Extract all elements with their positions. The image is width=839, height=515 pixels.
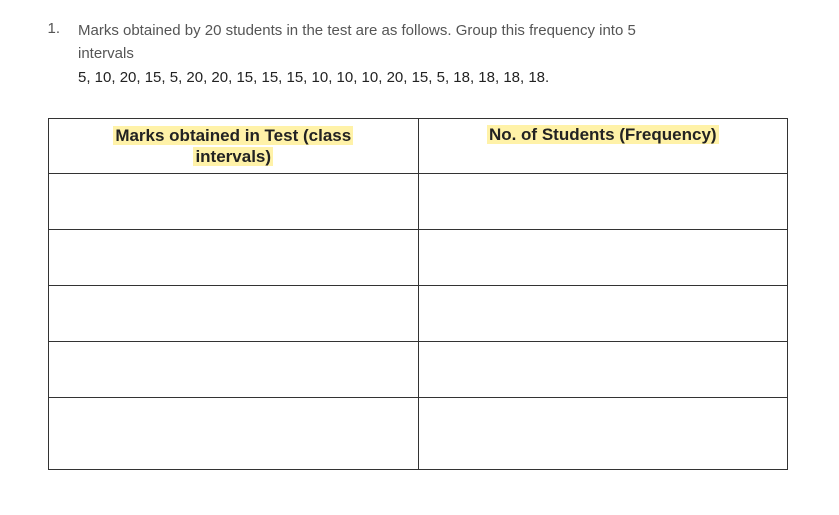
table-header-frequency: No. of Students (Frequency) <box>418 118 788 174</box>
question-number: 1. <box>40 20 60 37</box>
table-cell-frequency <box>418 342 788 398</box>
frequency-table: Marks obtained in Test (class intervals)… <box>48 118 788 471</box>
table-row <box>49 342 788 398</box>
table-cell-interval <box>49 342 419 398</box>
table-header-class-intervals: Marks obtained in Test (class intervals) <box>49 118 419 174</box>
table-row <box>49 230 788 286</box>
header-col1-line1: Marks obtained in Test (class <box>113 126 353 145</box>
table-row <box>49 174 788 230</box>
table-header-row: Marks obtained in Test (class intervals)… <box>49 118 788 174</box>
question-text: Marks obtained by 20 students in the tes… <box>78 20 799 43</box>
question-wrapper: 1. Marks obtained by 20 students in the … <box>40 20 799 90</box>
table-cell-frequency <box>418 230 788 286</box>
table-cell-frequency <box>418 174 788 230</box>
table-cell-interval <box>49 286 419 342</box>
header-col2-text: No. of Students (Frequency) <box>487 125 719 144</box>
table-cell-frequency <box>418 398 788 470</box>
table-row <box>49 398 788 470</box>
table-cell-interval <box>49 398 419 470</box>
question-data-values: 5, 10, 20, 15, 5, 20, 20, 15, 15, 15, 10… <box>78 67 799 90</box>
header-col1-line2: intervals) <box>193 147 273 166</box>
frequency-table-container: Marks obtained in Test (class intervals)… <box>48 118 799 471</box>
table-cell-interval <box>49 174 419 230</box>
question-body: Marks obtained by 20 students in the tes… <box>78 20 799 90</box>
table-cell-frequency <box>418 286 788 342</box>
table-row <box>49 286 788 342</box>
question-subtext: intervals <box>78 43 799 66</box>
table-cell-interval <box>49 230 419 286</box>
